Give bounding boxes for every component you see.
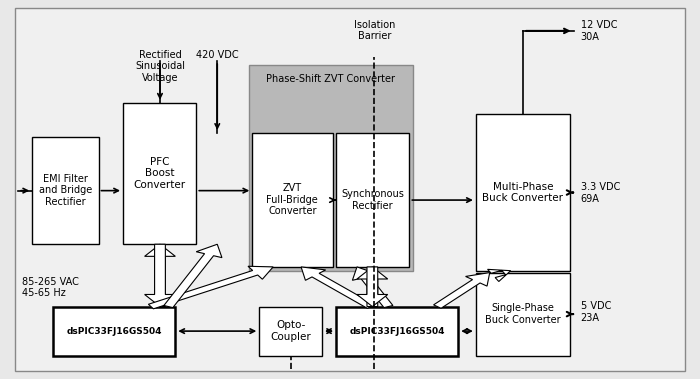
Polygon shape xyxy=(301,267,374,309)
Polygon shape xyxy=(357,267,388,307)
Bar xyxy=(476,273,570,356)
Bar xyxy=(252,133,332,267)
Text: PFC
Boost
Converter: PFC Boost Converter xyxy=(134,157,186,190)
Text: dsPIC33FJ16GS504: dsPIC33FJ16GS504 xyxy=(66,327,162,335)
Text: Single-Phase
Buck Converter: Single-Phase Buck Converter xyxy=(485,303,561,325)
Polygon shape xyxy=(145,244,175,307)
Bar xyxy=(336,133,410,267)
Bar xyxy=(32,137,99,244)
Text: Synchronous
Rectifier: Synchronous Rectifier xyxy=(342,189,404,211)
Text: 420 VDC: 420 VDC xyxy=(196,50,239,60)
Text: Multi-Phase
Buck Converter: Multi-Phase Buck Converter xyxy=(482,182,564,203)
Polygon shape xyxy=(352,267,393,308)
Text: 85-265 VAC
45-65 Hz: 85-265 VAC 45-65 Hz xyxy=(22,277,78,299)
Bar xyxy=(476,114,570,271)
Polygon shape xyxy=(433,273,490,308)
Text: EMI Filter
and Bridge
Rectifier: EMI Filter and Bridge Rectifier xyxy=(38,174,92,207)
Text: 12 VDC
30A: 12 VDC 30A xyxy=(580,20,617,42)
Text: ZVT
Full-Bridge
Converter: ZVT Full-Bridge Converter xyxy=(267,183,318,216)
Text: dsPIC33FJ16GS504: dsPIC33FJ16GS504 xyxy=(349,327,445,335)
Bar xyxy=(259,307,322,356)
Bar xyxy=(248,65,413,271)
Text: Rectified
Sinusoidal
Voltage: Rectified Sinusoidal Voltage xyxy=(135,50,185,83)
Text: Opto-
Coupler: Opto- Coupler xyxy=(270,320,311,342)
Text: Phase-Shift ZVT Converter: Phase-Shift ZVT Converter xyxy=(266,74,396,85)
Bar xyxy=(336,307,458,356)
Text: 5 VDC
23A: 5 VDC 23A xyxy=(580,301,611,323)
Polygon shape xyxy=(148,266,273,309)
Polygon shape xyxy=(164,244,222,308)
Polygon shape xyxy=(488,269,511,282)
Text: 3.3 VDC
69A: 3.3 VDC 69A xyxy=(580,182,620,204)
Bar xyxy=(123,103,196,244)
Text: Isolation
Barrier: Isolation Barrier xyxy=(354,20,395,41)
Polygon shape xyxy=(145,244,175,307)
Bar xyxy=(53,307,175,356)
Polygon shape xyxy=(357,267,388,307)
